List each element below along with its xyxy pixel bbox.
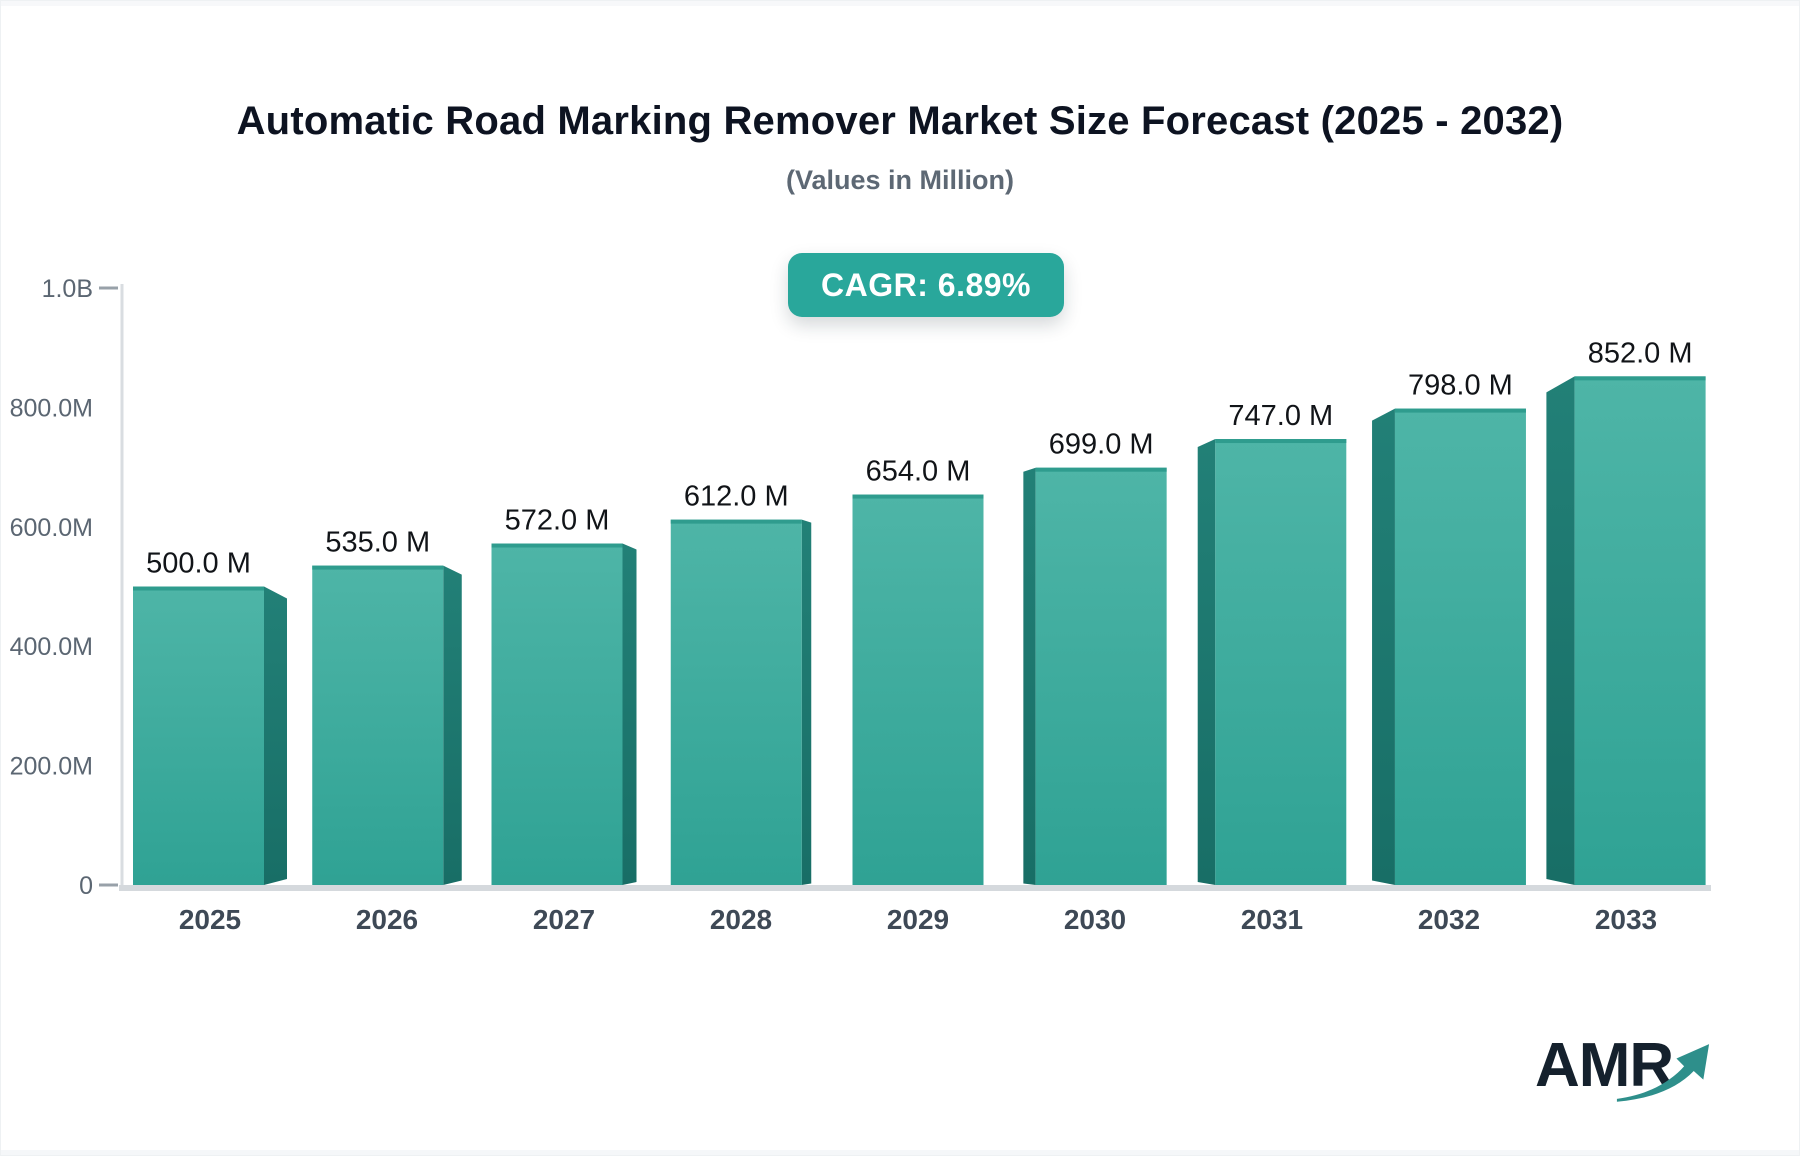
bar-side-face xyxy=(801,519,812,885)
bar-2030[interactable]: 699.0 M xyxy=(1023,429,1167,885)
x-label-2032: 2032 xyxy=(1418,904,1480,935)
bar-top-edge xyxy=(1574,376,1706,381)
value-label-2030: 699.0 M xyxy=(1049,429,1154,461)
y-tick-label-1.0B: 1.0B xyxy=(42,275,93,303)
bar-front-face xyxy=(1035,467,1167,885)
cagr-badge: CAGR: 6.89% xyxy=(788,253,1064,317)
chart-subtitle: (Values in Million) xyxy=(785,165,1015,195)
value-label-2029: 654.0 M xyxy=(866,456,971,488)
bar-top-edge xyxy=(1215,439,1347,444)
bar-2026[interactable]: 535.0 M xyxy=(312,527,462,885)
bar-top-edge xyxy=(312,565,444,570)
x-label-2033: 2033 xyxy=(1595,904,1657,935)
bar-front-face xyxy=(852,494,984,885)
bar-side-face xyxy=(622,543,637,885)
bar-front-face xyxy=(133,586,264,885)
bar-2029[interactable]: 654.0 M xyxy=(852,456,984,885)
bar-top-edge xyxy=(670,519,802,524)
bar-top-edge xyxy=(852,494,984,499)
y-tick-label-800.0M: 800.0M xyxy=(10,394,93,422)
amr-logo-text: AMR xyxy=(1535,1031,1674,1100)
x-label-2027: 2027 xyxy=(533,904,595,935)
bar-2027[interactable]: 572.0 M xyxy=(491,505,637,885)
x-axis-baseline xyxy=(119,885,1711,891)
bar-front-face xyxy=(1215,439,1347,885)
amr-logo[interactable]: AMR xyxy=(1535,1035,1725,1115)
value-label-2025: 500.0 M xyxy=(146,548,251,580)
x-label-2029: 2029 xyxy=(887,904,949,935)
bar-2033[interactable]: 852.0 M xyxy=(1546,337,1706,885)
bar-front-face xyxy=(491,543,623,885)
y-tick-label-0: 0 xyxy=(79,872,93,900)
bar-top-edge xyxy=(1394,408,1526,413)
y-tick-label-600.0M: 600.0M xyxy=(10,514,93,542)
y-tick-label-400.0M: 400.0M xyxy=(10,633,93,661)
bar-top-edge xyxy=(1035,467,1167,472)
bar-front-face xyxy=(1394,408,1526,885)
x-label-2025: 2025 xyxy=(179,904,241,935)
bar-side-face xyxy=(264,586,287,885)
bar-2025[interactable]: 500.0 M xyxy=(133,548,287,886)
bottom-edge-strip xyxy=(1,1150,1799,1155)
bar-side-face xyxy=(1546,376,1575,885)
bar-side-face xyxy=(1023,467,1036,885)
x-label-2026: 2026 xyxy=(356,904,418,935)
bar-front-face xyxy=(312,565,444,885)
value-label-2027: 572.0 M xyxy=(505,505,610,537)
bar-side-face xyxy=(1372,408,1395,885)
value-label-2028: 612.0 M xyxy=(684,481,789,513)
value-label-2026: 535.0 M xyxy=(325,527,430,559)
bar-top-edge xyxy=(133,586,264,591)
bar-front-face xyxy=(670,519,802,885)
bar-top-edge xyxy=(491,543,623,548)
growth-arrow-icon xyxy=(1616,1044,1710,1102)
value-label-2031: 747.0 M xyxy=(1228,400,1333,432)
value-label-2033: 852.0 M xyxy=(1588,337,1693,369)
bar-2031[interactable]: 747.0 M xyxy=(1197,400,1347,885)
x-label-2028: 2028 xyxy=(710,904,772,935)
bar-2028[interactable]: 612.0 M xyxy=(670,481,812,885)
chart-title: Automatic Road Marking Remover Market Si… xyxy=(236,99,1564,143)
x-label-2030: 2030 xyxy=(1064,904,1126,935)
bar-front-face xyxy=(1574,376,1706,885)
bar-side-face xyxy=(443,565,462,885)
bar-2032[interactable]: 798.0 M xyxy=(1372,370,1526,885)
top-edge-strip xyxy=(1,1,1799,6)
y-tick-label-200.0M: 200.0M xyxy=(10,753,93,781)
x-label-2031: 2031 xyxy=(1241,904,1303,935)
value-label-2032: 798.0 M xyxy=(1408,370,1513,402)
bar-side-face xyxy=(1197,439,1216,885)
